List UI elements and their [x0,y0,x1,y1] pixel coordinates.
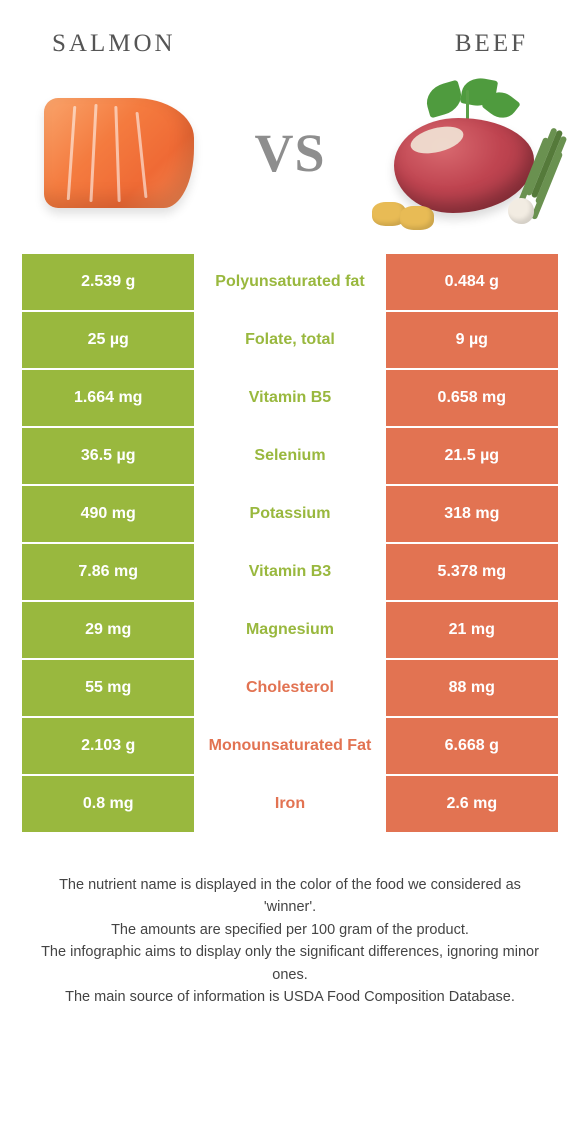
table-row: 490 mgPotassium318 mg [22,486,558,542]
beef-value-cell: 5.378 mg [386,544,558,600]
beef-value-cell: 21.5 µg [386,428,558,484]
header-row: SALMON BEEF [0,0,580,64]
salmon-value-cell: 490 mg [22,486,194,542]
footer-line: The main source of information is USDA F… [40,986,540,1008]
nutrient-label-cell: Potassium [196,486,383,542]
salmon-value-cell: 2.539 g [22,254,194,310]
table-row: 36.5 µgSelenium21.5 µg [22,428,558,484]
nutrient-label-cell: Monounsaturated Fat [196,718,383,774]
nutrient-label-cell: Magnesium [196,602,383,658]
table-row: 2.539 gPolyunsaturated fat0.484 g [22,254,558,310]
salmon-value-cell: 29 mg [22,602,194,658]
salmon-value-cell: 55 mg [22,660,194,716]
table-row: 2.103 gMonounsaturated Fat6.668 g [22,718,558,774]
beef-value-cell: 6.668 g [386,718,558,774]
salmon-value-cell: 36.5 µg [22,428,194,484]
title-salmon: SALMON [52,30,176,58]
table-row: 7.86 mgVitamin B35.378 mg [22,544,558,600]
beef-image [366,78,556,228]
table-row: 0.8 mgIron2.6 mg [22,776,558,832]
nutrient-label-cell: Cholesterol [196,660,383,716]
table-row: 29 mgMagnesium21 mg [22,602,558,658]
salmon-value-cell: 2.103 g [22,718,194,774]
salmon-value-cell: 25 µg [22,312,194,368]
nutrient-label-cell: Iron [196,776,383,832]
footer-line: The nutrient name is displayed in the co… [40,874,540,919]
footer-line: The infographic aims to display only the… [40,941,540,986]
hero-row: VS [0,64,580,252]
footer-notes: The nutrient name is displayed in the co… [40,874,540,1009]
beef-value-cell: 88 mg [386,660,558,716]
beef-value-cell: 0.484 g [386,254,558,310]
salmon-value-cell: 1.664 mg [22,370,194,426]
nutrient-label-cell: Polyunsaturated fat [196,254,383,310]
nutrient-label-cell: Folate, total [196,312,383,368]
nutrient-table: 2.539 gPolyunsaturated fat0.484 g25 µgFo… [20,252,560,834]
footer-line: The amounts are specified per 100 gram o… [40,919,540,941]
nutrient-label-cell: Vitamin B5 [196,370,383,426]
nutrient-label-cell: Selenium [196,428,383,484]
salmon-value-cell: 7.86 mg [22,544,194,600]
beef-value-cell: 2.6 mg [386,776,558,832]
beef-value-cell: 21 mg [386,602,558,658]
beef-value-cell: 9 µg [386,312,558,368]
nutrient-label-cell: Vitamin B3 [196,544,383,600]
table-row: 1.664 mgVitamin B50.658 mg [22,370,558,426]
salmon-image [24,78,214,228]
beef-value-cell: 318 mg [386,486,558,542]
infographic-container: SALMON BEEF VS 2.539 gPolyunsaturated fa… [0,0,580,1009]
title-beef: BEEF [455,30,528,58]
table-row: 55 mgCholesterol88 mg [22,660,558,716]
table-row: 25 µgFolate, total9 µg [22,312,558,368]
salmon-value-cell: 0.8 mg [22,776,194,832]
vs-label: VS [254,122,325,184]
beef-value-cell: 0.658 mg [386,370,558,426]
